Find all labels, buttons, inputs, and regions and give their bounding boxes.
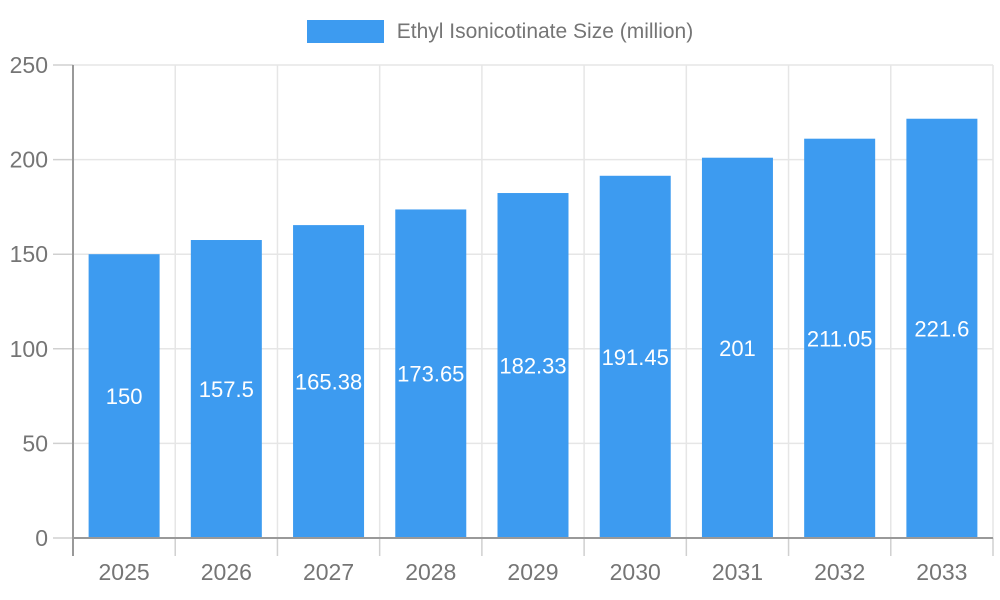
bar-value-label: 191.45 xyxy=(602,345,669,370)
y-axis-tick-label: 100 xyxy=(10,336,48,362)
bar xyxy=(804,138,876,538)
bar xyxy=(88,254,160,538)
bar xyxy=(906,118,978,539)
y-axis-tick-label: 200 xyxy=(10,147,48,173)
y-axis-tick-label: 150 xyxy=(10,241,48,267)
x-axis-tick-label: 2033 xyxy=(916,559,967,585)
y-axis-tick-label: 0 xyxy=(35,525,48,551)
x-axis-tick-label: 2031 xyxy=(712,559,763,585)
bar xyxy=(701,157,773,538)
legend-swatch-icon xyxy=(306,20,384,43)
bar-value-label: 182.33 xyxy=(499,354,566,379)
bar-value-label: 201 xyxy=(719,336,756,361)
bar-value-label: 211.05 xyxy=(807,326,873,351)
legend: Ethyl Isonicotinate Size (million) xyxy=(0,20,1000,43)
bar-value-label: 150 xyxy=(106,384,143,409)
bar-value-label: 221.6 xyxy=(914,316,969,341)
legend-item[interactable]: Ethyl Isonicotinate Size (million) xyxy=(306,20,694,43)
bar xyxy=(395,209,467,538)
x-axis-tick-label: 2032 xyxy=(814,559,865,585)
x-axis-tick-label: 2026 xyxy=(201,559,252,585)
bar xyxy=(190,240,262,538)
legend-label: Ethyl Isonicotinate Size (million) xyxy=(396,20,694,43)
x-axis-tick-label: 2029 xyxy=(507,559,558,585)
bar-value-label: 173.65 xyxy=(397,362,464,387)
x-axis-tick-label: 2025 xyxy=(99,559,150,585)
bar-value-label: 157.5 xyxy=(199,377,254,402)
x-axis-tick-label: 2030 xyxy=(610,559,661,585)
y-axis-tick-label: 50 xyxy=(22,430,48,456)
x-axis-tick-label: 2027 xyxy=(303,559,354,585)
bar xyxy=(497,193,569,538)
x-axis-tick-label: 2028 xyxy=(405,559,456,585)
bar xyxy=(599,175,671,538)
bar-value-label: 165.38 xyxy=(295,370,362,395)
bar xyxy=(293,225,365,538)
y-axis-tick-label: 250 xyxy=(10,52,48,78)
